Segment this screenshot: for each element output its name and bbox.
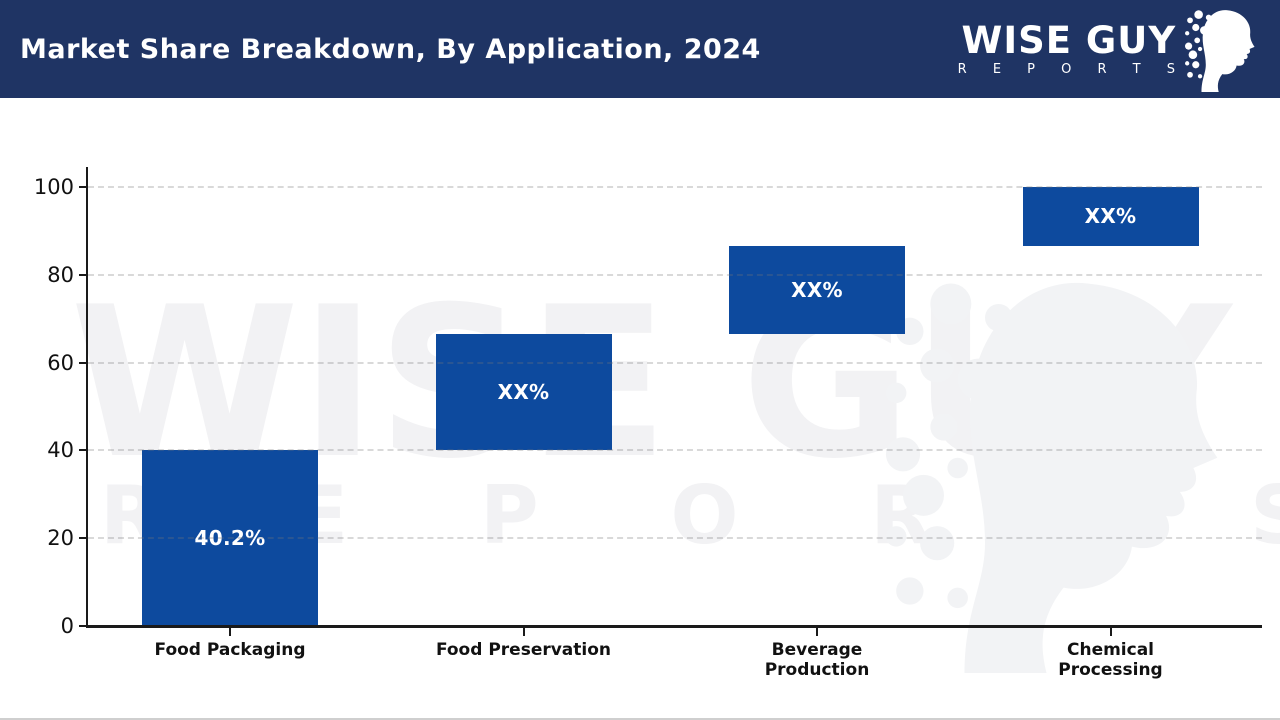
- y-tick-label-100: 100: [33, 175, 74, 199]
- bar-beverage-production: XX%: [729, 245, 905, 334]
- dotted-head-profile-icon: [1185, 10, 1255, 92]
- y-tick-80: [79, 273, 87, 276]
- wise-guy-reports-logo: WISE GUY R E P O R T S: [952, 6, 1280, 92]
- y-tick-20: [79, 537, 87, 540]
- bar-value-label: XX%: [497, 379, 550, 404]
- y-tick-label-40: 40: [47, 438, 74, 463]
- y-tick-label-80: 80: [47, 262, 74, 287]
- y-tick-label-20: 20: [47, 526, 74, 551]
- x-axis-spine: [86, 625, 1262, 628]
- logo-wordmark: WISE GUY: [961, 18, 1177, 62]
- bar-chemical-processing: XX%: [1022, 187, 1199, 246]
- bar-value-label: 40.2%: [194, 525, 266, 550]
- y-tick-label-0: 0: [60, 614, 74, 638]
- x-tick-2: [816, 628, 818, 636]
- y-tick-0: [79, 625, 87, 627]
- logo-text: WISE GUY R E P O R T S: [952, 22, 1186, 77]
- gridline-60: [88, 361, 1262, 364]
- waterfall-chart: WISE GUY R E P O R T S 0 20 40 60 80 100 40.2%…: [0, 98, 1280, 718]
- logo-subtitle: R E P O R T S: [957, 61, 1186, 77]
- x-tick-1: [522, 628, 525, 636]
- bar-food-packaging: 40.2%: [142, 449, 318, 626]
- x-tick-label-1: Food Preservation: [435, 640, 612, 660]
- header-bar: Market Share Breakdown, By Application, …: [0, 0, 1280, 98]
- y-axis-spine: [86, 167, 88, 628]
- y-tick-100: [79, 186, 87, 188]
- y-tick-label-60: 60: [47, 350, 74, 375]
- bar-food-preservation: XX%: [435, 333, 612, 450]
- x-tick-3: [1109, 628, 1112, 636]
- gridline-80: [88, 273, 1262, 276]
- x-tick-label-2: Beverage Production: [764, 640, 870, 681]
- y-tick-40: [79, 449, 87, 452]
- y-tick-60: [79, 361, 87, 364]
- x-tick-0: [229, 628, 231, 636]
- x-tick-label-3: Chemical Processing: [1058, 640, 1163, 681]
- x-tick-label-0: Food Packaging: [154, 640, 306, 660]
- bar-value-label: XX%: [791, 277, 843, 302]
- bar-value-label: XX%: [1084, 204, 1137, 229]
- page-title: Market Share Breakdown, By Application, …: [20, 33, 761, 65]
